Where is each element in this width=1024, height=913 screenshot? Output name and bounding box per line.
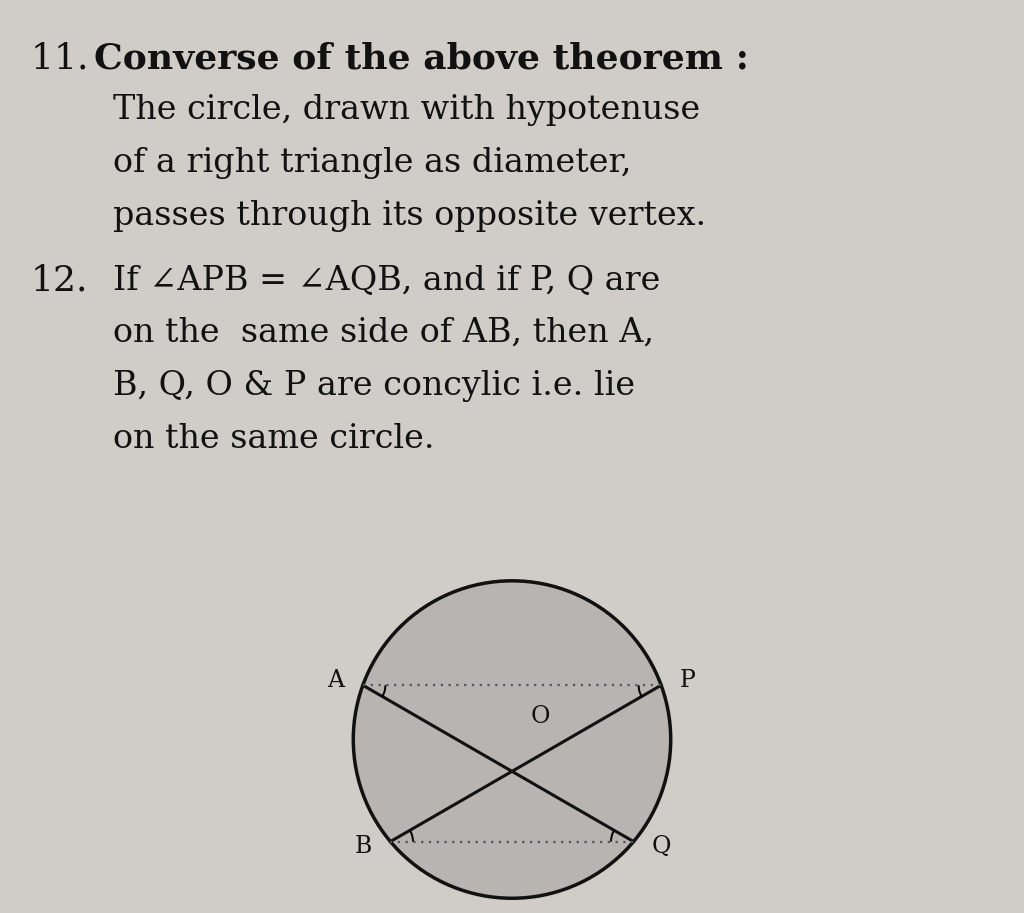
- Text: 11.: 11.: [31, 41, 99, 75]
- Text: A: A: [328, 669, 344, 692]
- Text: The circle, drawn with hypotenuse: The circle, drawn with hypotenuse: [113, 94, 699, 126]
- Text: B, Q, O & P are concylic i.e. lie: B, Q, O & P are concylic i.e. lie: [113, 370, 635, 402]
- Text: P: P: [680, 669, 695, 692]
- Ellipse shape: [353, 581, 671, 898]
- Text: Converse of the above theorem :: Converse of the above theorem :: [94, 41, 750, 75]
- Text: B: B: [354, 834, 372, 857]
- Text: O: O: [530, 705, 550, 729]
- Text: 12.: 12.: [31, 264, 88, 298]
- Text: on the same circle.: on the same circle.: [113, 423, 434, 455]
- Text: passes through its opposite vertex.: passes through its opposite vertex.: [113, 200, 706, 232]
- Text: on the  same side of AB, then A,: on the same side of AB, then A,: [113, 317, 653, 349]
- Text: If ∠APB = ∠AQB, and if P, Q are: If ∠APB = ∠AQB, and if P, Q are: [113, 264, 660, 296]
- Text: of a right triangle as diameter,: of a right triangle as diameter,: [113, 147, 631, 179]
- Text: Q: Q: [652, 834, 672, 857]
